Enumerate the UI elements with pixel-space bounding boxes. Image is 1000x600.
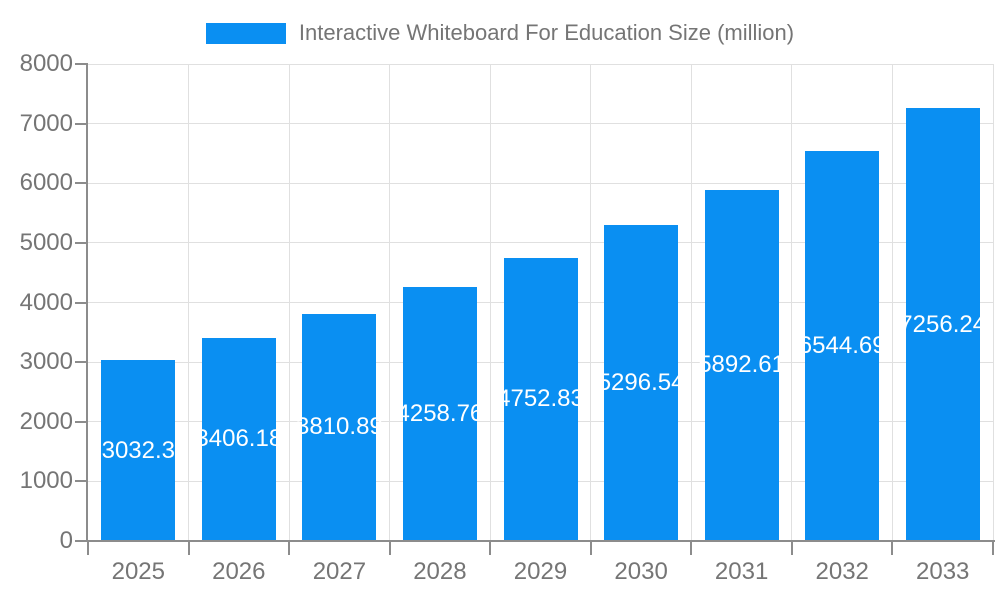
- y-axis: 0 1000 2000 3000 4000 5000 6000 7000 8000: [0, 50, 73, 554]
- x-axis-line: [86, 540, 995, 542]
- y-axis-tick-label: 5000: [19, 228, 73, 256]
- gridline-vertical: [791, 64, 793, 541]
- x-tick-mark: [187, 542, 190, 555]
- x-tick-mark: [992, 542, 994, 555]
- legend[interactable]: Interactive Whiteboard For Education Siz…: [0, 20, 1000, 46]
- x-axis-tick-label: 2029: [513, 558, 568, 585]
- bar-value-label: 6544.69: [798, 331, 886, 359]
- x-axis-tick-label: 2030: [614, 558, 668, 585]
- bar-value-label: 3406.18: [195, 425, 283, 453]
- gridline-horizontal: [88, 63, 993, 65]
- gridline-vertical: [489, 64, 491, 541]
- bar-value-label: 4258.76: [396, 400, 484, 428]
- x-tick-mark: [388, 542, 391, 555]
- y-axis-tick-label: 1000: [19, 467, 73, 495]
- legend-label: Interactive Whiteboard For Education Siz…: [298, 20, 795, 45]
- legend-swatch[interactable]: [205, 22, 286, 44]
- gridline-vertical: [690, 64, 692, 541]
- x-axis-tick-label: 2028: [413, 558, 467, 585]
- x-tick-mark: [489, 542, 492, 555]
- bar-value-label: 3810.89: [296, 413, 383, 441]
- x-tick-mark: [589, 542, 592, 555]
- bar-2027[interactable]: 3810.89: [296, 313, 383, 541]
- x-axis: 2025 2026 2027 2028 2029 2030 2031 2032 2033: [88, 558, 993, 588]
- gridline-horizontal: [88, 182, 993, 184]
- gridline-vertical: [188, 64, 190, 541]
- x-axis-tick-label: 2025: [111, 558, 165, 585]
- gridline-vertical: [590, 64, 592, 541]
- gridline-horizontal: [88, 242, 993, 244]
- y-axis-tick-label: 8000: [19, 50, 73, 77]
- bar-value-label: 7256.24: [899, 310, 987, 338]
- y-axis-tick-label: 6000: [19, 169, 73, 197]
- bar-value-label: 4752.83: [497, 385, 584, 413]
- x-tick-mark: [288, 542, 291, 555]
- plot-area: 3032.3 3406.18 3810.89 4258.76 4752.83 5296.5…: [88, 63, 994, 541]
- x-tick-mark: [790, 542, 793, 555]
- gridline-vertical: [288, 64, 290, 541]
- gridline-vertical: [891, 64, 893, 541]
- x-tick-mark: [87, 542, 89, 555]
- bar-2031[interactable]: 5892.61: [698, 189, 785, 541]
- bar-2032[interactable]: 6544.69: [799, 150, 886, 541]
- bar-2028[interactable]: 4258.76: [397, 287, 483, 541]
- bar-value-label: 3032.3: [101, 436, 175, 464]
- bar-2026[interactable]: 3406.18: [195, 337, 282, 541]
- gridline-vertical: [389, 64, 391, 541]
- y-axis-tick-label: 3000: [19, 348, 73, 376]
- gridline-vertical: [992, 64, 994, 541]
- gridline-horizontal: [88, 123, 993, 125]
- x-axis-tick-label: 2033: [915, 558, 970, 585]
- x-tick-mark: [690, 542, 693, 555]
- x-axis-tick-label: 2027: [312, 558, 367, 585]
- bar-value-label: 5296.54: [597, 369, 685, 397]
- bar-2029[interactable]: 4752.83: [497, 257, 584, 541]
- x-axis-tick-label: 2026: [212, 558, 266, 585]
- y-axis-tick-label: 7000: [19, 109, 73, 137]
- y-axis-line: [86, 64, 88, 542]
- bars-layer: 3032.3 3406.18 3810.89 4258.76 4752.83 5296.5…: [88, 64, 993, 541]
- bar-2033[interactable]: 7256.24: [899, 108, 986, 541]
- x-tick-mark: [891, 542, 894, 555]
- y-axis-tick-label: 4000: [19, 288, 73, 316]
- y-axis-tick-label: 2000: [19, 407, 73, 435]
- bar-2025[interactable]: 3032.3: [101, 360, 176, 541]
- x-axis-tick-label: 2032: [815, 558, 869, 585]
- y-axis-tick-label: 0: [59, 527, 73, 554]
- x-axis-tick-label: 2031: [714, 558, 769, 585]
- bar-value-label: 5892.61: [698, 351, 785, 379]
- bar-2030[interactable]: 5296.54: [598, 225, 684, 541]
